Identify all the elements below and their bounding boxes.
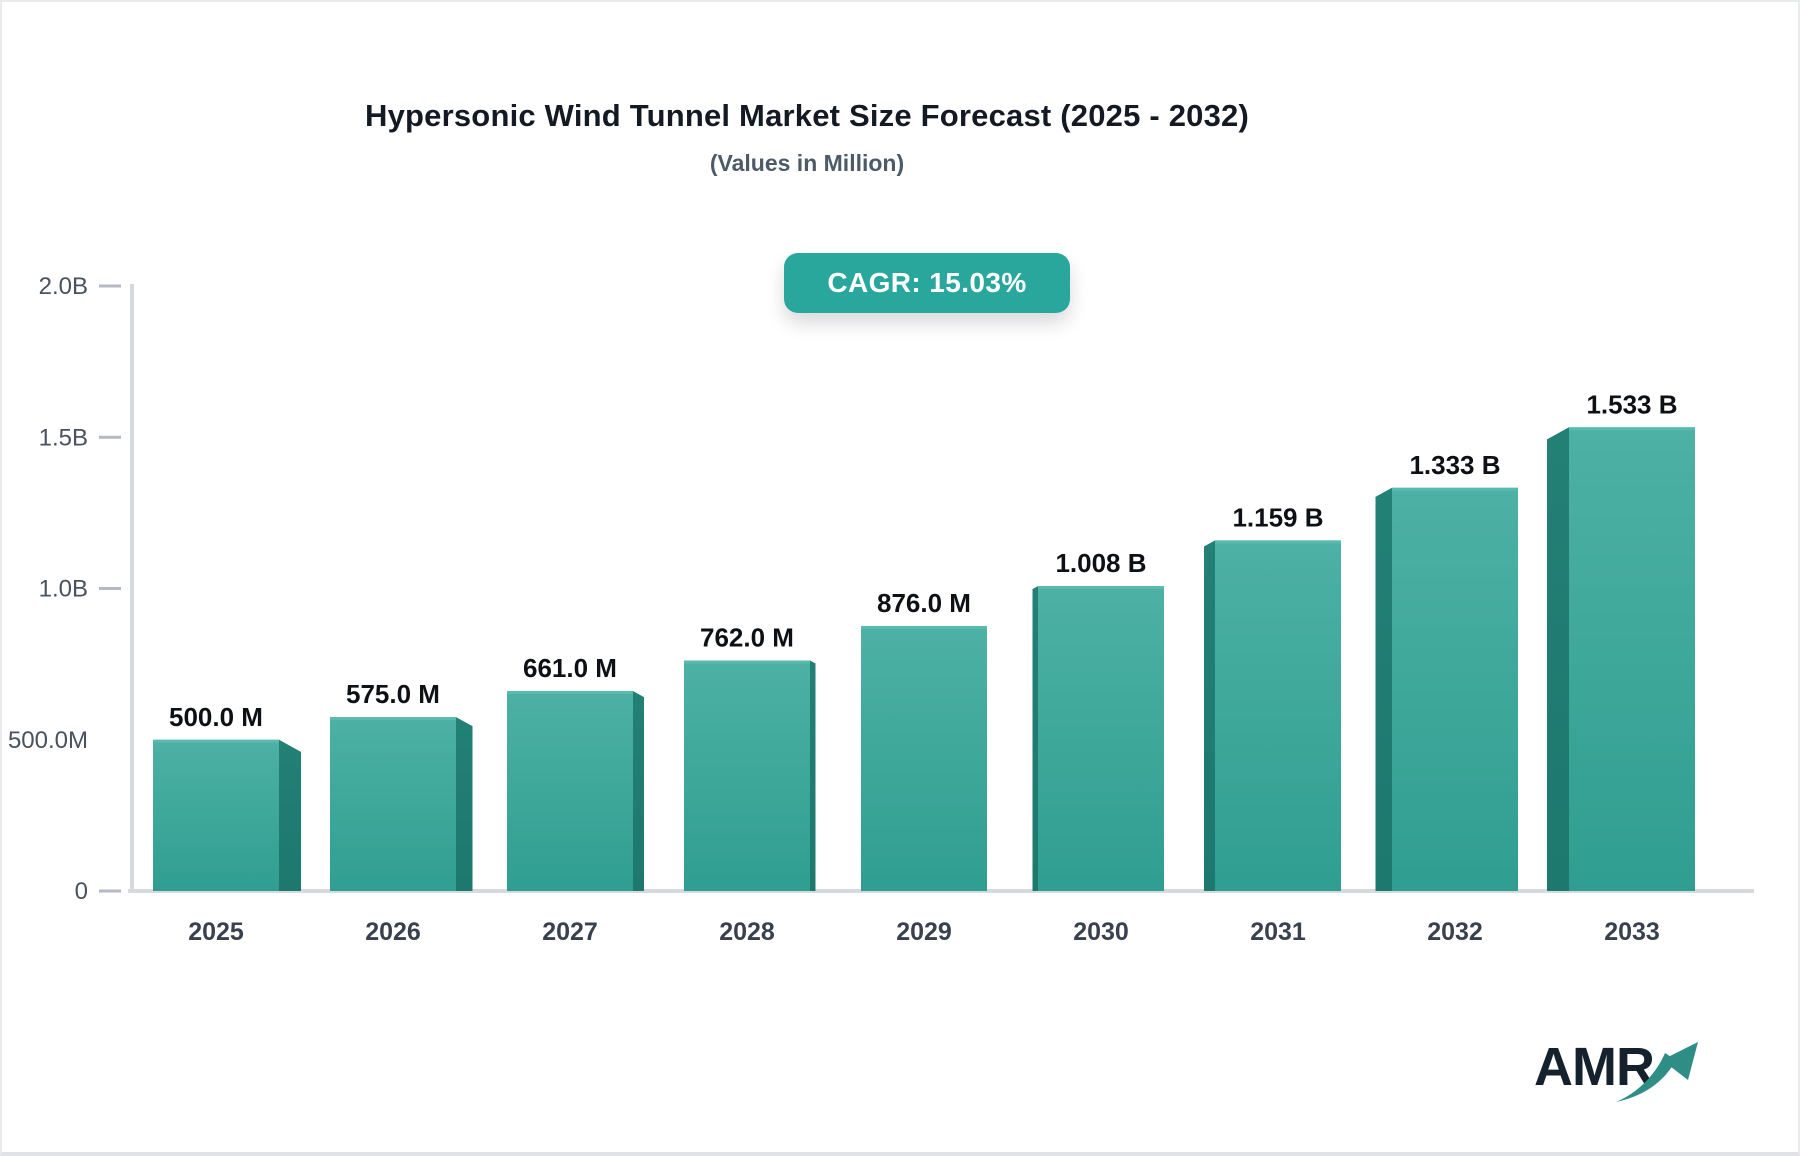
y-tick-label: 1.0B [39, 576, 88, 603]
bar-cap [1038, 586, 1164, 590]
bar-cap [1392, 487, 1518, 491]
bar-side [810, 660, 816, 891]
bar-value-label: 762.0 M [700, 622, 794, 652]
x-axis-label: 2026 [365, 918, 421, 946]
bar-front [1569, 427, 1695, 891]
bar-value-label: 1.008 B [1055, 548, 1146, 578]
bar-value-label: 500.0 M [169, 702, 263, 732]
bar-value-label: 876.0 M [877, 588, 971, 618]
x-axis-label: 2032 [1427, 918, 1483, 946]
bar-cap [1215, 540, 1341, 544]
bar-cap [507, 691, 633, 695]
bar-cap [330, 717, 456, 721]
x-axis-label: 2029 [896, 918, 952, 946]
page-subtitle: (Values in Million) [709, 150, 905, 176]
x-axis-label: 2027 [542, 918, 598, 946]
bar-front [1392, 487, 1518, 891]
bar-cap [684, 660, 810, 664]
bar-value-label: 661.0 M [523, 653, 617, 683]
x-axis-label: 2031 [1250, 918, 1306, 946]
amr-logo: AMR [1534, 1036, 1714, 1116]
bar-side [1547, 427, 1569, 891]
y-tick-label: 0 [75, 878, 88, 905]
bar-cap [1569, 427, 1695, 431]
bar-value-label: 1.333 B [1409, 450, 1500, 480]
x-axis-label: 2028 [719, 918, 775, 946]
bar-value-label: 1.159 B [1232, 502, 1323, 532]
amr-logo-text: AMR [1534, 1037, 1655, 1097]
y-tick-label: 1.5B [39, 424, 88, 451]
bar-side [279, 739, 301, 891]
bar-cap [153, 739, 279, 743]
bar-front [330, 717, 456, 891]
bar-cap [861, 626, 987, 630]
bar-side [456, 717, 473, 891]
bar-side [633, 691, 644, 891]
bar-front [1038, 586, 1164, 891]
cagr-badge-label: CAGR: 15.03% [827, 267, 1027, 298]
page-title: Hypersonic Wind Tunnel Market Size Forec… [365, 98, 1249, 133]
y-tick-label: 2.0B [39, 273, 88, 300]
x-axis-label: 2030 [1073, 918, 1129, 946]
cagr-badge: CAGR: 15.03% [784, 253, 1070, 313]
bar-front [1215, 540, 1341, 891]
bar-value-label: 1.533 B [1586, 389, 1677, 419]
y-tick-label: 500.0M [8, 727, 88, 754]
bar-front [861, 626, 987, 891]
x-axis-label: 2033 [1604, 918, 1660, 946]
bar-front [153, 739, 279, 891]
bar-value-label: 575.0 M [346, 679, 440, 709]
bar-side [1032, 586, 1038, 891]
bar-side [1375, 487, 1392, 891]
bar-side [1204, 540, 1215, 891]
bar-front [507, 691, 633, 891]
bar-front [684, 660, 810, 891]
x-axis-label: 2025 [188, 918, 244, 946]
amr-logo-arrow-icon [1616, 1042, 1698, 1102]
